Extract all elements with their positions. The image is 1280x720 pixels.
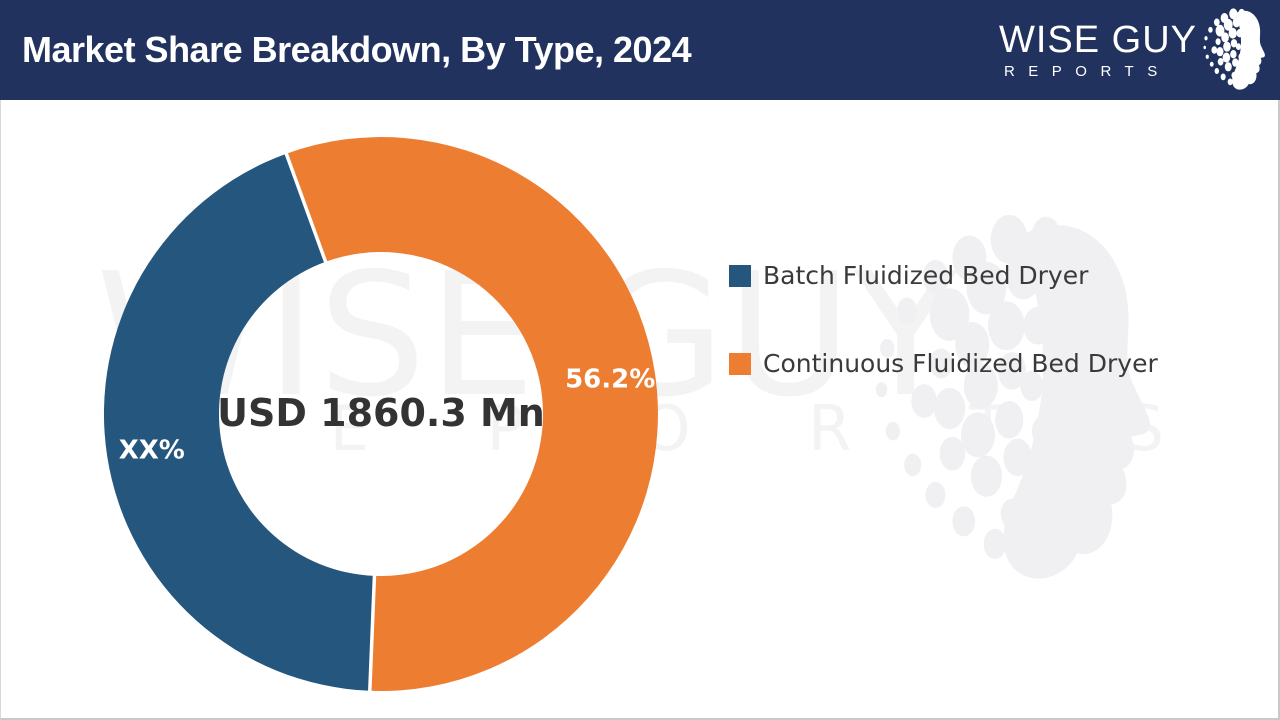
logo-subtitle: REPORTS — [1003, 62, 1171, 80]
legend-label: Batch Fluidized Bed Dryer — [763, 261, 1089, 290]
slice-separator — [284, 152, 329, 266]
donut-chart: USD 1860.3 Mn 56.2% XX% — [103, 137, 658, 692]
legend-swatch — [729, 265, 751, 287]
legend-label: Continuous Fluidized Bed Dryer — [763, 349, 1158, 378]
slice-label-0: 56.2% — [565, 364, 655, 394]
logo-face-icon — [1203, 8, 1265, 90]
donut-segment-1 — [103, 153, 375, 691]
logo-wordmark: WISE GUY — [998, 19, 1197, 62]
slice-label-1: XX% — [119, 436, 185, 466]
legend-swatch — [729, 353, 751, 375]
header-bar: Market Share Breakdown, By Type, 2024 WI… — [0, 0, 1280, 100]
legend-item-continuous: Continuous Fluidized Bed Dryer — [729, 349, 1158, 378]
wise-guy-reports-logo: WISE GUY REPORTS — [999, 8, 1269, 92]
donut-center-label: USD 1860.3 Mn — [217, 391, 545, 435]
page-title: Market Share Breakdown, By Type, 2024 — [22, 29, 692, 70]
slice-separator — [367, 572, 377, 692]
legend-item-batch: Batch Fluidized Bed Dryer — [729, 261, 1089, 290]
donut-segment-0 — [286, 137, 658, 692]
